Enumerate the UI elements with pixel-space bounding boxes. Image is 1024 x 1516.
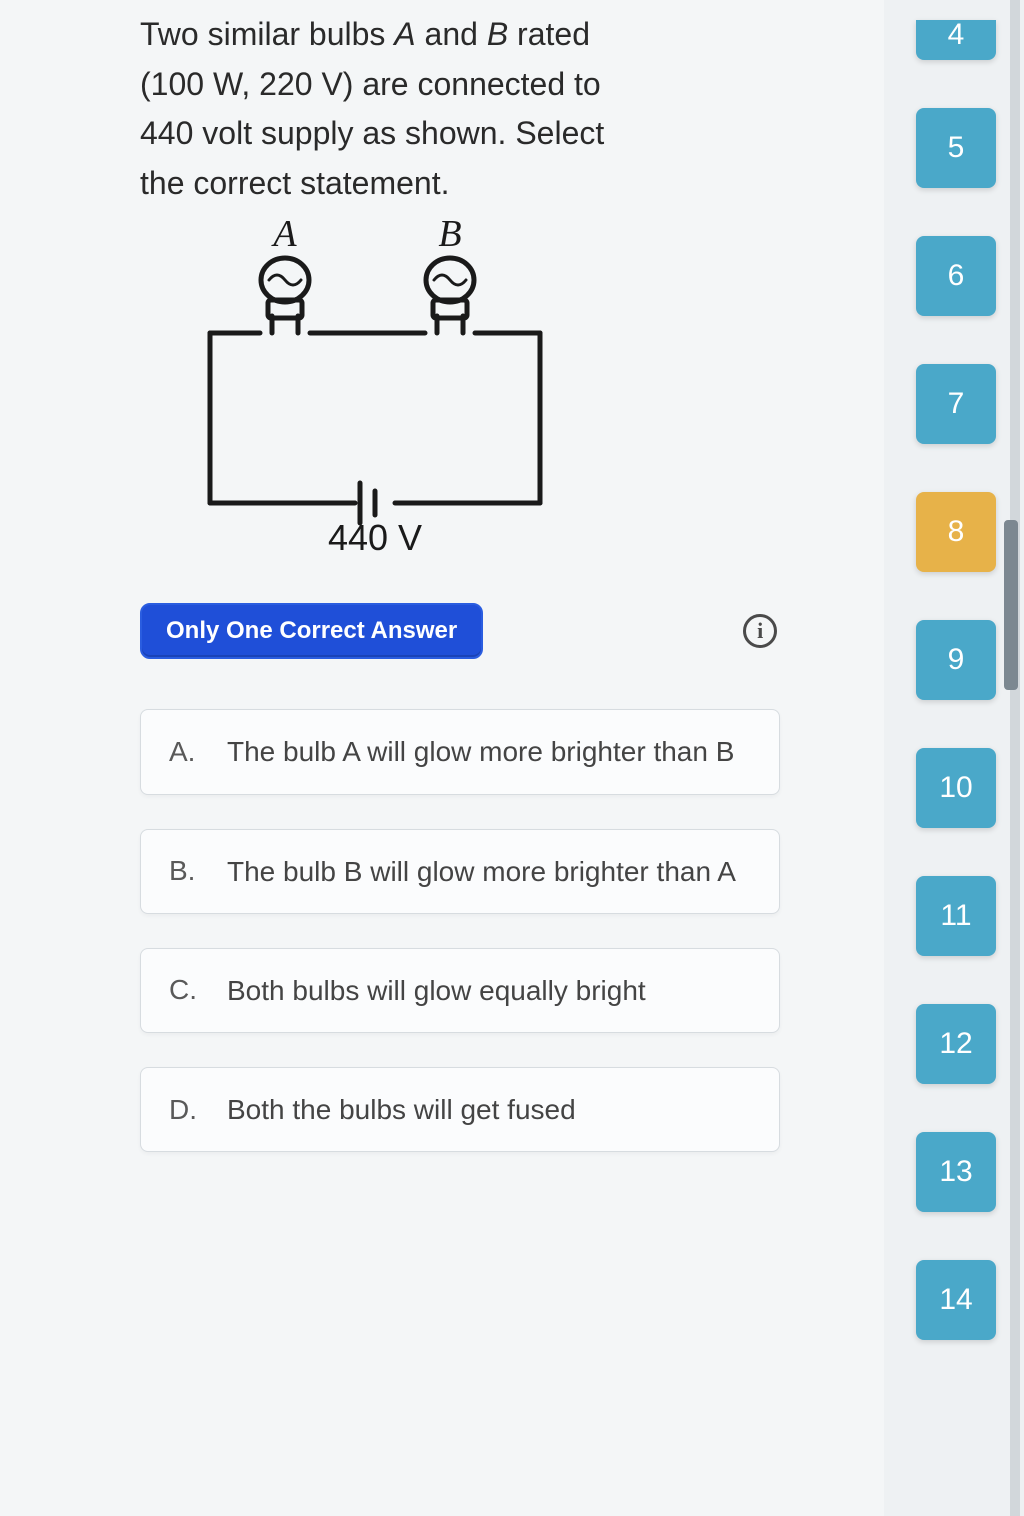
question-nav-8[interactable]: 8 (916, 492, 996, 572)
question-nav-10[interactable]: 10 (916, 748, 996, 828)
question-nav-4[interactable]: 4 (916, 20, 996, 60)
q-bulb-b: B (487, 16, 517, 52)
question-nav-12[interactable]: 12 (916, 1004, 996, 1084)
scrollbar-track[interactable] (1010, 0, 1020, 1516)
q-line1-post: rated (517, 16, 590, 52)
question-nav-6[interactable]: 6 (916, 236, 996, 316)
q-line3: 440 volt supply as shown. Select (140, 115, 604, 151)
q-line1-mid: and (416, 16, 487, 52)
option-c[interactable]: C. Both bulbs will glow equally bright (140, 948, 780, 1033)
option-a[interactable]: A. The bulb A will glow more brighter th… (140, 709, 780, 794)
question-nav-9[interactable]: 9 (916, 620, 996, 700)
question-nav-11[interactable]: 11 (916, 876, 996, 956)
diagram-label-a: A (270, 218, 297, 255)
q-line1-pre: Two similar bulbs (140, 16, 394, 52)
answer-type-row: Only One Correct Answer i (140, 603, 844, 659)
circuit-diagram: A B 440 V (160, 218, 590, 563)
scrollbar-thumb[interactable] (1004, 520, 1018, 690)
option-d[interactable]: D. Both the bulbs will get fused (140, 1067, 780, 1152)
diagram-label-b: B (438, 218, 461, 255)
question-nav-5[interactable]: 5 (916, 108, 996, 188)
q-line4: the correct statement. (140, 165, 449, 201)
question-nav-sidebar: 4 5 6 7 8 9 10 11 12 13 14 (884, 0, 1024, 1516)
option-text: The bulb B will glow more brighter than … (227, 852, 736, 891)
option-letter: D. (169, 1094, 203, 1126)
options-list: A. The bulb A will glow more brighter th… (140, 709, 780, 1152)
q-bulb-a: A (394, 16, 415, 52)
option-letter: B. (169, 855, 203, 887)
diagram-voltage: 440 V (328, 517, 422, 558)
q-line2: (100 W, 220 V) are connected to (140, 66, 601, 102)
option-letter: C. (169, 974, 203, 1006)
option-b[interactable]: B. The bulb B will glow more brighter th… (140, 829, 780, 914)
option-text: The bulb A will glow more brighter than … (227, 732, 734, 771)
question-nav-13[interactable]: 13 (916, 1132, 996, 1212)
answer-type-badge: Only One Correct Answer (140, 603, 483, 659)
info-icon[interactable]: i (743, 614, 777, 648)
option-text: Both bulbs will glow equally bright (227, 971, 646, 1010)
option-letter: A. (169, 736, 203, 768)
question-nav-7[interactable]: 7 (916, 364, 996, 444)
question-text: Two similar bulbs A and B rated (100 W, … (140, 10, 760, 208)
question-panel: Two similar bulbs A and B rated (100 W, … (0, 0, 884, 1516)
option-text: Both the bulbs will get fused (227, 1090, 576, 1129)
question-nav-14[interactable]: 14 (916, 1260, 996, 1340)
